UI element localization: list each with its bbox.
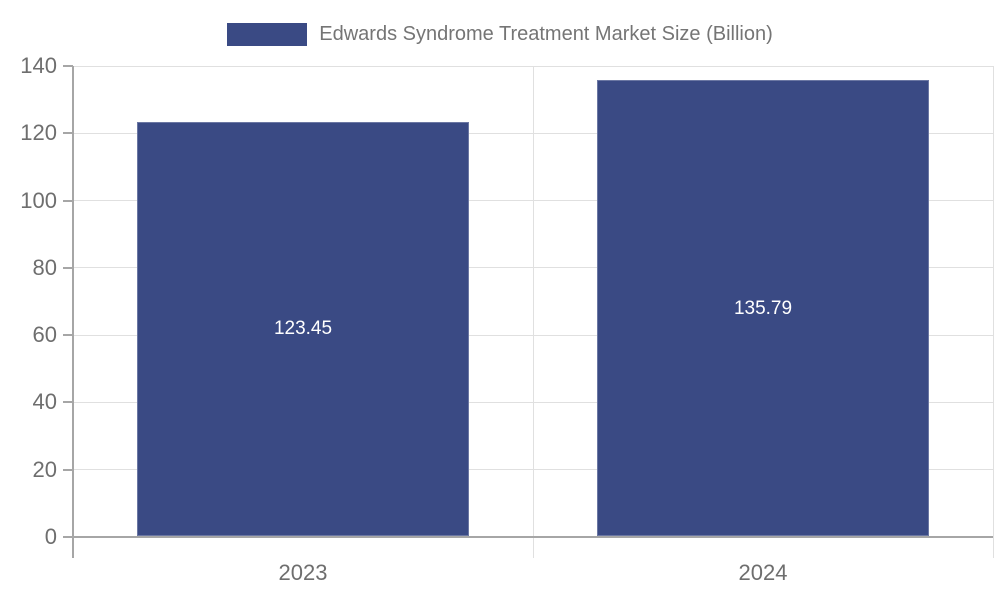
y-axis-tick-label: 120 — [20, 120, 57, 146]
x-gridline — [532, 66, 534, 558]
y-axis-tick-label: 80 — [32, 254, 57, 280]
y-axis-tick — [63, 468, 73, 471]
y-axis-line — [72, 66, 74, 558]
y-axis-tick — [63, 536, 73, 538]
y-axis-tick — [63, 401, 73, 404]
y-axis-tick — [63, 65, 73, 67]
bar-2023[interactable] — [137, 121, 469, 536]
y-axis-tick-label: 140 — [20, 53, 57, 78]
y-axis-tick-label: 40 — [32, 389, 57, 415]
bar-value-label: 123.45 — [273, 318, 333, 340]
y-axis-tick-label: 20 — [32, 456, 57, 482]
legend-swatch — [227, 22, 308, 46]
y-axis-tick — [63, 199, 73, 202]
y-axis-tick-label: 100 — [20, 187, 57, 213]
y-axis-tick-label: 60 — [32, 322, 57, 348]
bar-2024[interactable] — [597, 80, 929, 536]
y-axis-tick — [63, 132, 73, 135]
x-axis-line — [73, 536, 993, 538]
x-axis-tick-label: 2024 — [738, 560, 788, 585]
legend-label: Edwards Syndrome Treatment Market Size (… — [319, 23, 773, 45]
legend[interactable]: Edwards Syndrome Treatment Market Size (… — [0, 14, 1000, 54]
x-gridline — [992, 66, 994, 558]
x-axis-tick-label: 2023 — [278, 560, 328, 585]
y-axis-tick — [63, 266, 73, 269]
bar-value-label: 135.79 — [733, 297, 793, 319]
y-axis-tick — [63, 334, 73, 337]
y-axis-tick-label: 0 — [44, 524, 57, 549]
